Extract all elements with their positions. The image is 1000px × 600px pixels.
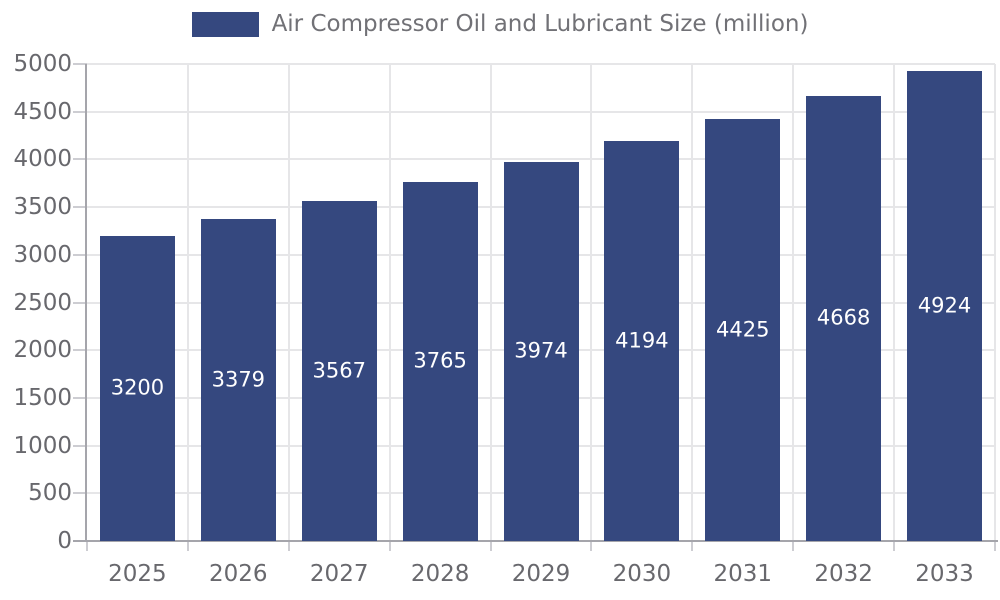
bar-value-label: 4924 xyxy=(917,293,972,318)
y-tick-label: 5000 xyxy=(13,51,72,77)
v-gridline xyxy=(287,64,290,541)
y-tick-label: 500 xyxy=(28,480,72,507)
x-tick-mark xyxy=(186,542,189,551)
bar-value-label: 3974 xyxy=(514,338,568,363)
x-tick-mark xyxy=(388,542,391,551)
x-tick-label: 2031 xyxy=(713,561,773,587)
bar[interactable]: 3974 xyxy=(503,161,579,541)
bar-value-label: 4425 xyxy=(716,317,770,342)
legend-swatch-icon xyxy=(191,11,259,37)
legend-label: Air Compressor Oil and Lubricant Size (m… xyxy=(271,11,809,37)
v-gridline xyxy=(893,64,896,541)
x-tick-mark xyxy=(691,542,694,551)
x-tick-label: 2026 xyxy=(209,561,268,587)
h-gridline xyxy=(87,63,995,65)
y-tick-label: 2000 xyxy=(13,337,72,364)
x-tick-mark xyxy=(489,542,492,551)
v-gridline xyxy=(186,64,189,541)
x-tick-mark xyxy=(590,542,593,551)
x-tick-mark xyxy=(893,542,896,551)
v-gridline xyxy=(994,64,996,541)
y-tick-mark xyxy=(73,253,87,256)
x-tick-label: 2027 xyxy=(309,561,369,587)
bar-value-label: 3567 xyxy=(312,358,366,383)
y-tick-label: 4500 xyxy=(13,98,72,125)
y-tick-mark xyxy=(73,396,87,399)
x-tick-mark xyxy=(792,542,795,551)
bar[interactable]: 3379 xyxy=(200,218,276,541)
v-gridline xyxy=(388,64,391,541)
y-tick-mark xyxy=(73,444,87,447)
bar-value-label: 4194 xyxy=(615,328,669,353)
bar[interactable]: 4668 xyxy=(806,95,882,541)
y-tick-label: 1000 xyxy=(13,432,72,459)
y-tick-mark xyxy=(73,349,87,352)
y-tick-mark xyxy=(73,110,87,113)
v-gridline xyxy=(590,64,593,541)
x-axis-line xyxy=(73,540,998,542)
y-tick-mark xyxy=(73,158,87,161)
x-tick-label: 2033 xyxy=(915,561,974,587)
bar[interactable]: 4924 xyxy=(907,71,983,541)
y-tick-label: 3000 xyxy=(13,241,72,268)
y-tick-mark xyxy=(73,63,87,65)
v-gridline xyxy=(489,64,492,541)
bar[interactable]: 3567 xyxy=(301,200,377,541)
bar[interactable]: 3200 xyxy=(99,235,175,541)
x-tick-label: 2025 xyxy=(108,561,167,587)
y-tick-label: 1500 xyxy=(13,384,72,411)
bar[interactable]: 3765 xyxy=(402,181,478,541)
x-tick-mark xyxy=(287,542,290,551)
bar-value-label: 3200 xyxy=(110,375,165,400)
y-tick-mark xyxy=(73,206,87,209)
y-tick-label: 2500 xyxy=(13,289,72,316)
v-gridline xyxy=(691,64,694,541)
x-tick-label: 2032 xyxy=(814,561,873,587)
bar-value-label: 4668 xyxy=(816,305,871,330)
v-gridline xyxy=(792,64,795,541)
bar[interactable]: 4425 xyxy=(705,118,781,541)
x-tick-mark xyxy=(86,542,88,551)
y-tick-mark xyxy=(73,492,87,495)
h-gridline xyxy=(87,110,995,113)
y-tick-mark xyxy=(73,301,87,304)
y-tick-label: 4000 xyxy=(13,146,72,173)
bar[interactable]: 4194 xyxy=(604,140,680,541)
h-gridline xyxy=(87,158,995,161)
y-axis-line xyxy=(85,64,87,541)
bar-value-label: 3765 xyxy=(413,348,467,373)
x-tick-label: 2029 xyxy=(511,561,571,587)
x-tick-label: 2030 xyxy=(612,561,672,587)
y-tick-label: 3500 xyxy=(13,194,72,221)
bar-value-label: 3379 xyxy=(211,367,266,392)
legend[interactable]: Air Compressor Oil and Lubricant Size (m… xyxy=(0,11,1000,37)
x-tick-mark xyxy=(994,542,996,551)
y-tick-label: 0 xyxy=(57,528,72,554)
x-tick-label: 2028 xyxy=(410,561,470,587)
